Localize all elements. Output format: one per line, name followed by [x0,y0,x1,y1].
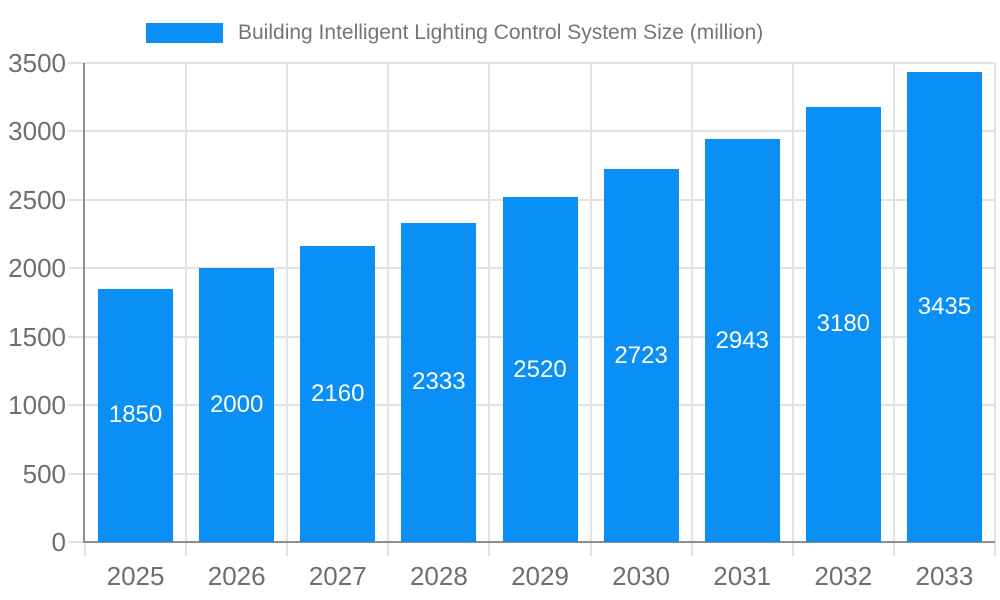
x-tick-label: 2026 [207,561,266,591]
bar-2027: 2160 [300,246,376,542]
y-axis-tick [68,472,85,475]
x-tick-label: 2033 [915,561,974,591]
bar-2029: 2520 [502,197,578,542]
y-axis-tick [68,541,85,543]
x-tick-label: 2030 [612,561,671,591]
bar-value-label: 2943 [715,326,769,354]
bar-value-label: 2000 [209,391,264,419]
x-tick-label: 2027 [308,561,367,591]
bar-value-label: 3180 [816,310,871,338]
y-tick-label: 500 [22,458,66,489]
x-axis-tick [892,542,895,556]
bar-value-label: 2520 [513,355,567,383]
x-gridline [589,63,592,542]
bar-2031: 2943 [704,139,780,542]
bar-2025: 1850 [98,288,174,542]
y-axis-tick [68,335,85,338]
x-gridline [994,63,996,542]
y-axis-tick [68,404,85,407]
bar-value-label: 2723 [614,341,668,369]
x-axis-tick [185,542,188,556]
x-axis-tick [286,542,289,556]
x-gridline [690,63,693,542]
y-tick-label: 1000 [8,390,66,421]
y-gridline [85,62,995,64]
x-axis-tick [690,542,693,556]
x-axis-tick [791,542,794,556]
y-tick-label: 3500 [8,48,66,78]
x-gridline [185,63,188,542]
x-tick-label: 2032 [814,561,873,591]
plot-area: 0 500 1000 1500 2000 2500 3000 3500 2025 2026 2027… [8,48,996,591]
y-tick-label: 2000 [8,253,66,284]
y-axis-tick [68,267,85,270]
x-gridline [892,63,895,542]
bar-2030: 2723 [603,169,679,542]
x-gridline [488,63,491,542]
legend-swatch [146,23,223,43]
y-tick-label: 0 [51,527,66,557]
x-axis-tick [589,542,592,556]
bar-value-label: 3435 [917,292,972,320]
x-tick-label: 2028 [409,561,468,591]
legend: Building Intelligent Lighting Control Sy… [146,21,764,44]
bar-value-label: 2160 [311,380,365,408]
x-gridline [791,63,794,542]
y-tick-label: 2500 [8,184,66,215]
y-gridline [85,130,995,133]
y-axis-tick [68,130,85,133]
y-tick-label: 1500 [8,321,66,352]
bar-value-label: 1850 [108,401,163,429]
y-axis-tick [68,62,85,64]
x-axis-tick [994,542,996,556]
x-axis-tick [387,542,390,556]
x-tick-label: 2025 [106,561,165,591]
y-axis-line [83,63,85,542]
y-axis-tick [68,198,85,201]
x-tick-label: 2031 [713,561,772,591]
x-tick-label: 2029 [511,561,569,591]
bar-2032: 3180 [805,106,881,542]
bar-value-label: 2333 [412,368,466,396]
bar-2026: 2000 [199,268,275,542]
bar-2033: 3435 [906,71,982,542]
x-axis-tick [488,542,491,556]
bar-2028: 2333 [401,222,477,542]
legend-label: Building Intelligent Lighting Control Sy… [238,21,764,44]
x-gridline [387,63,390,542]
x-axis-line [83,541,995,543]
x-gridline [286,63,289,542]
x-axis-tick [84,542,86,556]
y-tick-label: 3000 [8,116,66,147]
